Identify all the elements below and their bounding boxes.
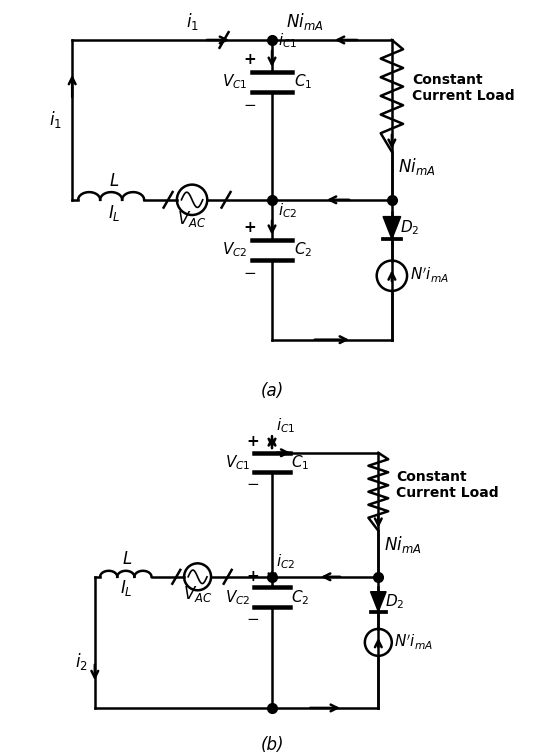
Text: $L$: $L$	[121, 550, 132, 569]
Polygon shape	[370, 592, 386, 611]
Text: +: +	[246, 569, 259, 584]
Text: $N'i_{mA}$: $N'i_{mA}$	[394, 633, 434, 652]
Text: $C_1$: $C_1$	[294, 72, 312, 91]
Text: $-$: $-$	[246, 610, 259, 625]
Text: $V_{AC}$: $V_{AC}$	[177, 209, 207, 228]
Text: $i_{C2}$: $i_{C2}$	[276, 553, 295, 572]
Text: +: +	[244, 52, 256, 67]
Text: +: +	[244, 220, 256, 235]
Text: $V_{C2}$: $V_{C2}$	[222, 241, 248, 259]
Text: +: +	[246, 434, 259, 449]
Text: $V_{C1}$: $V_{C1}$	[222, 72, 248, 91]
Text: $i_2$: $i_2$	[75, 651, 88, 672]
Text: $i_{C1}$: $i_{C1}$	[276, 416, 295, 435]
Text: $D_2$: $D_2$	[400, 219, 419, 238]
Text: (a): (a)	[261, 382, 283, 400]
Text: $-$: $-$	[244, 264, 257, 279]
Text: $-$: $-$	[246, 475, 259, 490]
Text: $Ni_{mA}$: $Ni_{mA}$	[384, 535, 421, 555]
Text: $i_{C2}$: $i_{C2}$	[278, 201, 298, 220]
Text: $-$: $-$	[244, 96, 257, 111]
Text: $i_1$: $i_1$	[49, 109, 62, 130]
Text: $Ni_{mA}$: $Ni_{mA}$	[286, 11, 324, 32]
Polygon shape	[383, 216, 401, 239]
Text: (b): (b)	[260, 737, 284, 754]
Text: $V_{C2}$: $V_{C2}$	[225, 588, 251, 606]
Text: Constant
Current Load: Constant Current Load	[396, 470, 499, 500]
Text: $I_L$: $I_L$	[108, 203, 120, 222]
Text: $V_{C1}$: $V_{C1}$	[225, 453, 251, 472]
Text: $C_2$: $C_2$	[294, 241, 312, 259]
Text: $L$: $L$	[109, 172, 119, 190]
Text: $V_{AC}$: $V_{AC}$	[183, 584, 212, 604]
Text: $D_2$: $D_2$	[385, 592, 405, 611]
Text: $i_1$: $i_1$	[186, 11, 199, 32]
Text: $C_2$: $C_2$	[292, 588, 310, 606]
Text: $Ni_{mA}$: $Ni_{mA}$	[398, 156, 435, 177]
Text: $i_{C1}$: $i_{C1}$	[278, 31, 298, 50]
Text: $C_1$: $C_1$	[292, 453, 310, 472]
Text: Constant
Current Load: Constant Current Load	[412, 73, 515, 103]
Text: $N'i_{mA}$: $N'i_{mA}$	[410, 266, 449, 285]
Text: $I_L$: $I_L$	[120, 578, 133, 598]
